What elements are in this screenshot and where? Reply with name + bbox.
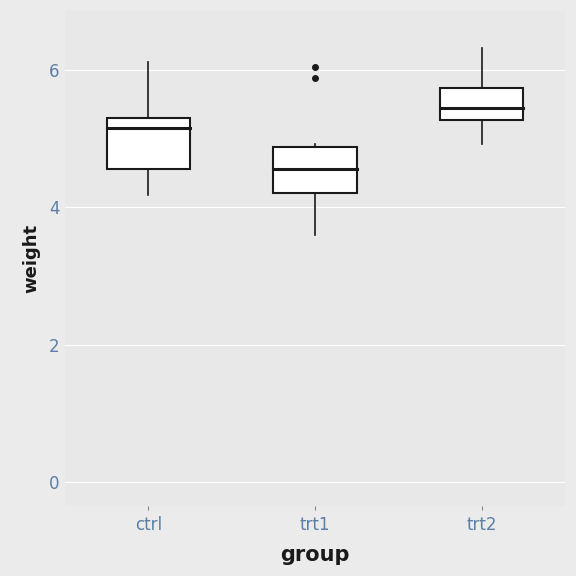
Y-axis label: weight: weight bbox=[22, 224, 41, 293]
Bar bbox=[440, 88, 523, 120]
Bar bbox=[274, 147, 357, 193]
Bar bbox=[107, 118, 190, 169]
X-axis label: group: group bbox=[281, 545, 350, 565]
